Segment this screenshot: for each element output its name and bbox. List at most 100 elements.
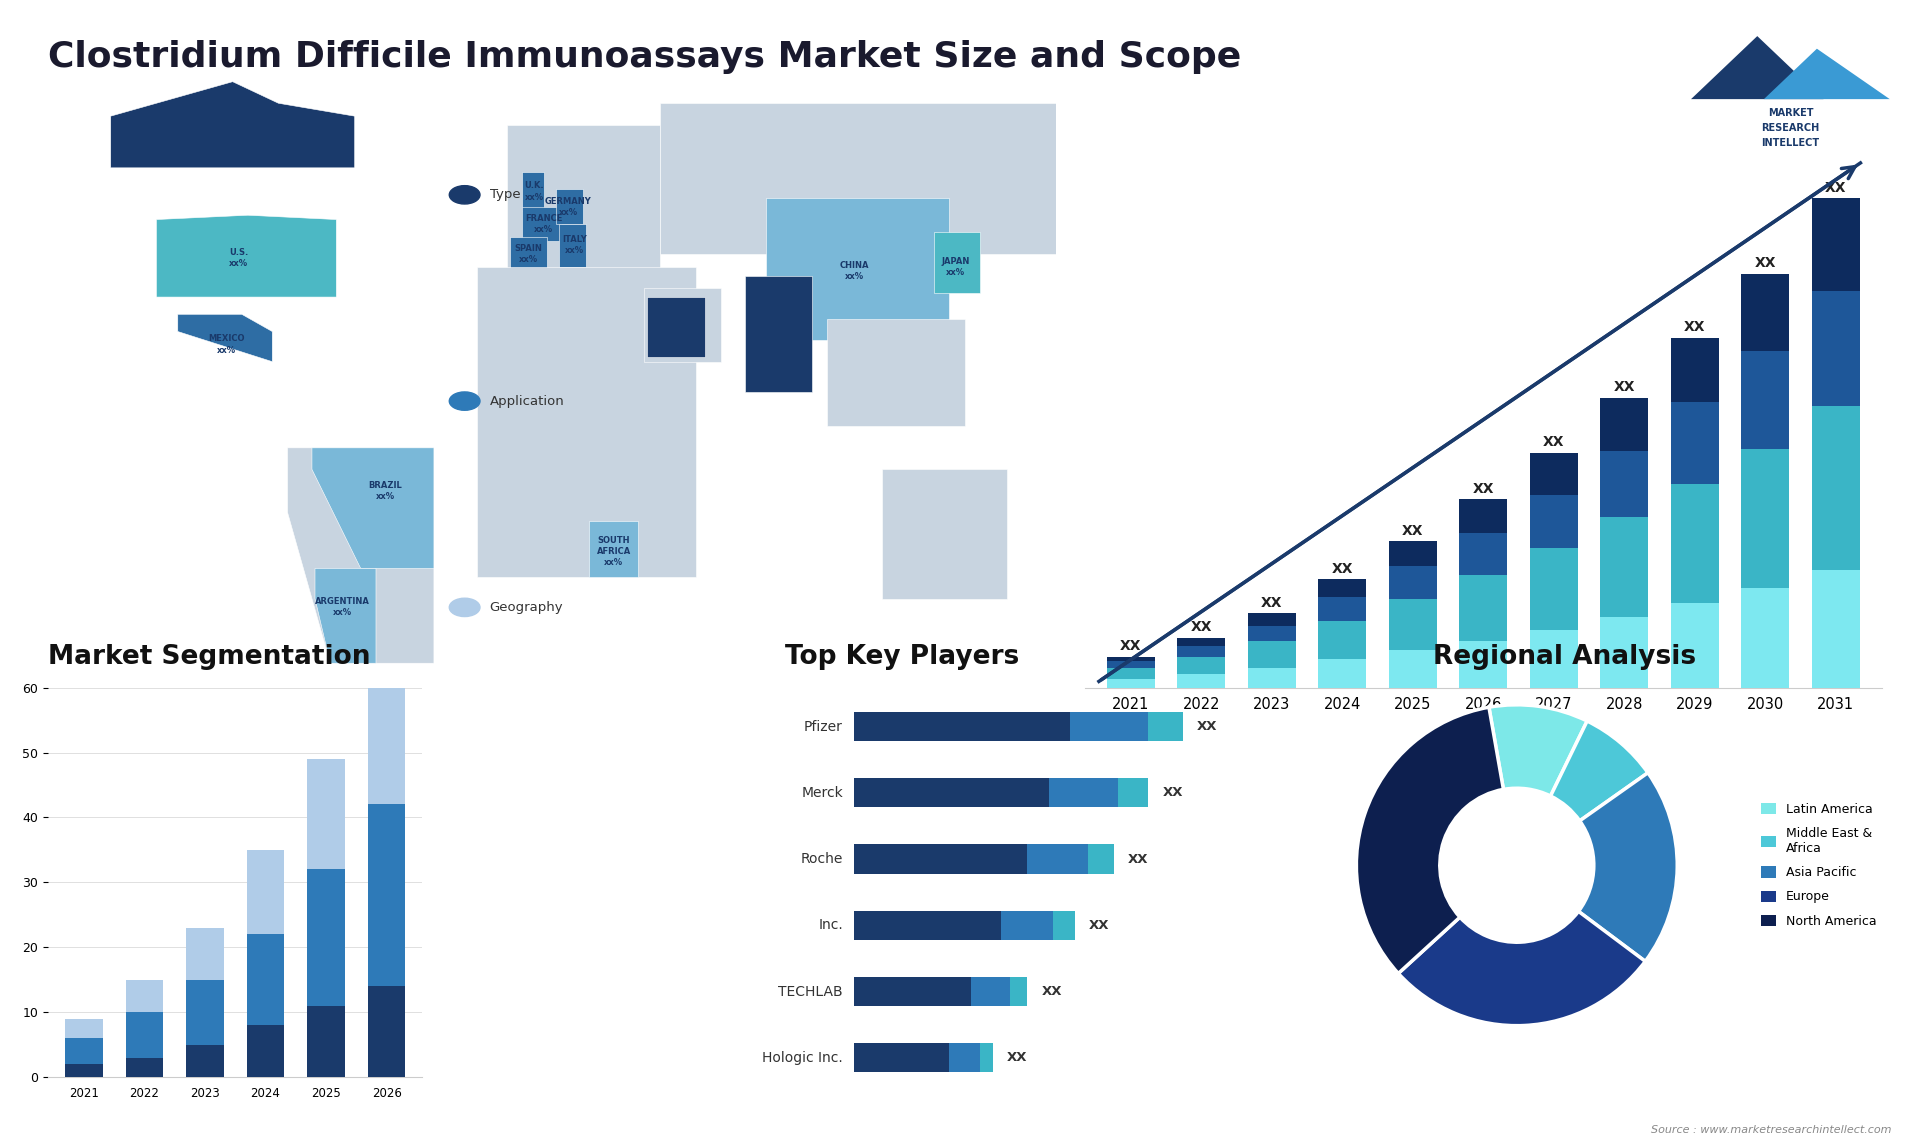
Polygon shape [1692,37,1824,99]
Bar [1177,674,1225,688]
Text: Market Segmentation: Market Segmentation [48,644,371,670]
Bar [1741,351,1789,448]
Bar [307,759,346,870]
Polygon shape [933,233,979,292]
Text: Regional Analysis: Regional Analysis [1432,644,1697,670]
Text: XX: XX [1190,620,1212,634]
Polygon shape [522,172,543,211]
Bar [1319,579,1367,597]
Bar [1459,533,1507,574]
Polygon shape [745,275,812,392]
FancyBboxPatch shape [1087,845,1114,873]
FancyBboxPatch shape [1052,911,1075,940]
Bar [1388,650,1436,688]
Bar [246,850,284,934]
Text: MARKET: MARKET [1768,108,1812,118]
Polygon shape [476,267,697,578]
FancyBboxPatch shape [854,1043,948,1073]
Polygon shape [559,223,586,267]
Bar [307,1006,346,1077]
Bar [246,1026,284,1077]
Bar [1670,402,1718,484]
Text: XX: XX [1129,853,1148,865]
Text: XX: XX [1261,596,1283,610]
Bar [1459,500,1507,533]
FancyBboxPatch shape [1002,911,1052,940]
Bar [1670,604,1718,688]
Bar [1177,645,1225,657]
Text: BRAZIL
xx%: BRAZIL xx% [369,481,401,501]
Text: Top Key Players: Top Key Players [785,644,1020,670]
Bar [1812,407,1860,571]
Bar [1177,657,1225,674]
Bar [1106,678,1154,688]
Polygon shape [288,448,434,664]
Bar [125,980,163,1012]
Bar [1248,613,1296,626]
Text: XX: XX [1331,562,1354,575]
Bar [1388,542,1436,566]
Text: XX: XX [1119,639,1140,653]
Bar [1106,661,1154,668]
Text: CANADA
xx%: CANADA xx% [213,136,252,156]
Bar [246,934,284,1026]
Polygon shape [156,215,336,297]
Bar [1670,338,1718,402]
Bar [1530,495,1578,548]
Wedge shape [1551,721,1647,821]
Legend: Latin America, Middle East &
Africa, Asia Pacific, Europe, North America: Latin America, Middle East & Africa, Asi… [1755,798,1882,933]
Text: U.K.
xx%: U.K. xx% [524,181,545,202]
Polygon shape [660,103,1056,254]
FancyBboxPatch shape [1027,845,1087,873]
Text: INDIA
xx%: INDIA xx% [766,322,791,342]
Bar [1741,274,1789,351]
Wedge shape [1488,705,1588,796]
Polygon shape [111,81,355,167]
FancyBboxPatch shape [948,1043,979,1073]
Bar [1388,566,1436,599]
Text: SOUTH
AFRICA
xx%: SOUTH AFRICA xx% [597,535,632,567]
Text: Hologic Inc.: Hologic Inc. [762,1051,843,1065]
Bar [1319,621,1367,659]
Polygon shape [311,448,434,568]
Bar [369,661,405,804]
Text: MEXICO
xx%: MEXICO xx% [207,335,246,354]
Text: XX: XX [1755,256,1776,270]
Text: Type: Type [490,188,520,202]
Text: XX: XX [1162,786,1183,799]
Bar [1177,637,1225,645]
Bar [307,870,346,1006]
FancyBboxPatch shape [1071,712,1148,741]
Text: RESEARCH: RESEARCH [1761,123,1820,133]
Bar [125,1058,163,1077]
FancyBboxPatch shape [854,845,1027,873]
Bar [1599,450,1647,517]
Text: XX: XX [1684,320,1705,335]
Bar [1459,641,1507,688]
Bar [1812,198,1860,291]
Bar [1319,659,1367,688]
Bar [1741,448,1789,588]
Bar [1106,668,1154,678]
FancyBboxPatch shape [854,778,1048,808]
Polygon shape [589,521,637,578]
Text: XX: XX [1006,1051,1027,1065]
Polygon shape [511,237,547,272]
Polygon shape [179,314,273,362]
Text: XX: XX [1089,919,1110,932]
Bar [65,1019,102,1038]
Text: Application: Application [490,394,564,408]
Text: XX: XX [1826,181,1847,195]
Text: Roche: Roche [801,851,843,866]
Bar [1812,571,1860,688]
Polygon shape [828,319,964,426]
Text: XX: XX [1198,720,1217,733]
Bar [1812,291,1860,407]
Text: FRANCE
xx%: FRANCE xx% [524,214,563,234]
Wedge shape [1398,911,1645,1026]
Text: Merck: Merck [801,786,843,800]
Bar [1248,626,1296,641]
Bar [1530,548,1578,630]
Polygon shape [881,470,1008,598]
FancyBboxPatch shape [1048,778,1117,808]
